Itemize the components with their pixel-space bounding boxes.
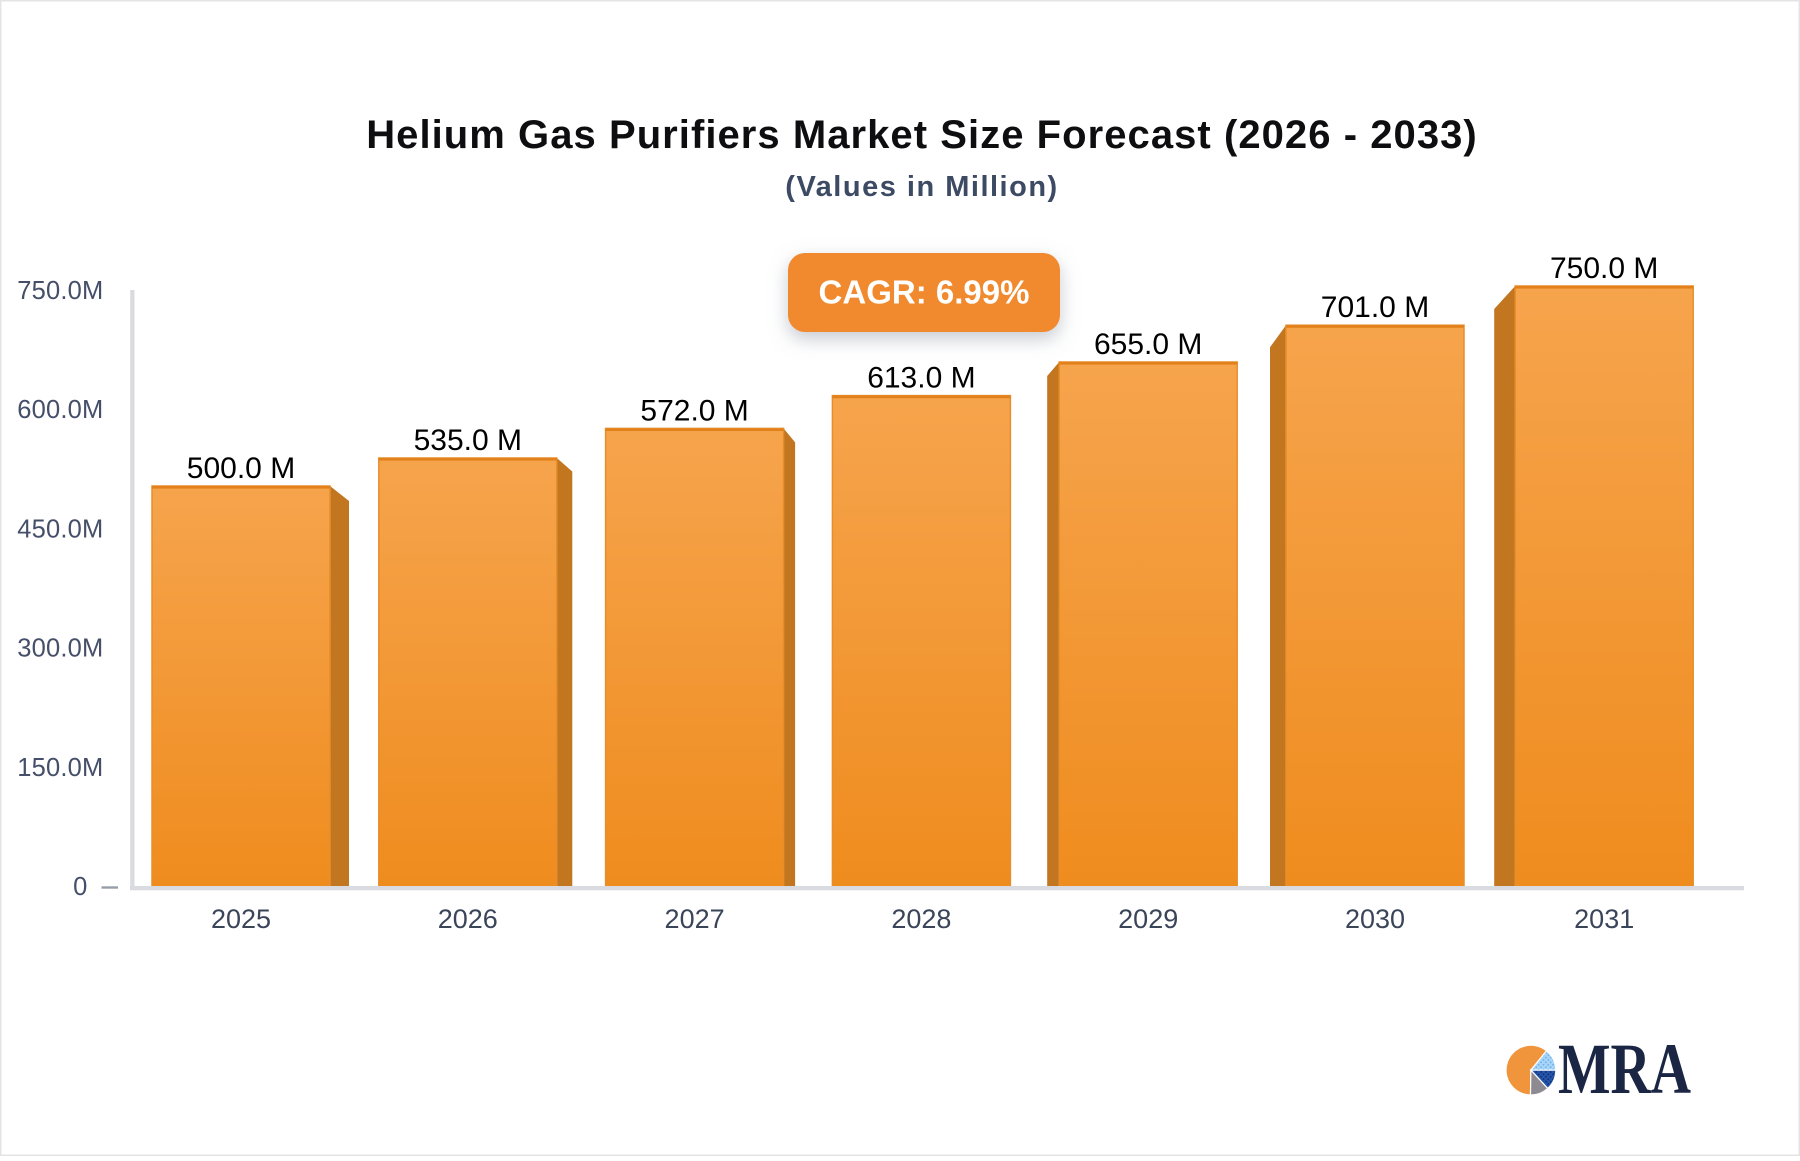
- svg-text:535.0 M: 535.0 M: [414, 424, 522, 457]
- svg-text:2025: 2025: [211, 904, 271, 934]
- svg-text:MRA: MRA: [1558, 1029, 1691, 1109]
- svg-text:750.0 M: 750.0 M: [1550, 252, 1658, 285]
- svg-text:150.0M: 150.0M: [17, 754, 103, 782]
- svg-text:(Values in Million): (Values in Million): [785, 171, 1058, 203]
- svg-text:701.0 M: 701.0 M: [1321, 291, 1429, 324]
- svg-text:2029: 2029: [1118, 904, 1178, 934]
- svg-text:750.0M: 750.0M: [17, 277, 103, 305]
- svg-text:2026: 2026: [438, 904, 498, 934]
- svg-text:572.0 M: 572.0 M: [640, 394, 748, 427]
- svg-text:Helium Gas Purifiers Market Si: Helium Gas Purifiers Market Size Forecas…: [366, 113, 1478, 157]
- svg-text:2031: 2031: [1574, 904, 1634, 934]
- svg-text:600.0M: 600.0M: [17, 396, 103, 424]
- svg-text:2030: 2030: [1345, 904, 1405, 934]
- svg-text:500.0 M: 500.0 M: [187, 452, 295, 485]
- svg-text:613.0 M: 613.0 M: [867, 362, 975, 395]
- svg-text:0: 0: [73, 873, 87, 901]
- svg-text:450.0M: 450.0M: [17, 515, 103, 543]
- svg-text:300.0M: 300.0M: [17, 635, 103, 663]
- svg-text:2028: 2028: [891, 904, 951, 934]
- svg-text:2027: 2027: [665, 904, 725, 934]
- svg-text:CAGR: 6.99%: CAGR: 6.99%: [819, 274, 1030, 311]
- svg-text:655.0 M: 655.0 M: [1094, 328, 1202, 361]
